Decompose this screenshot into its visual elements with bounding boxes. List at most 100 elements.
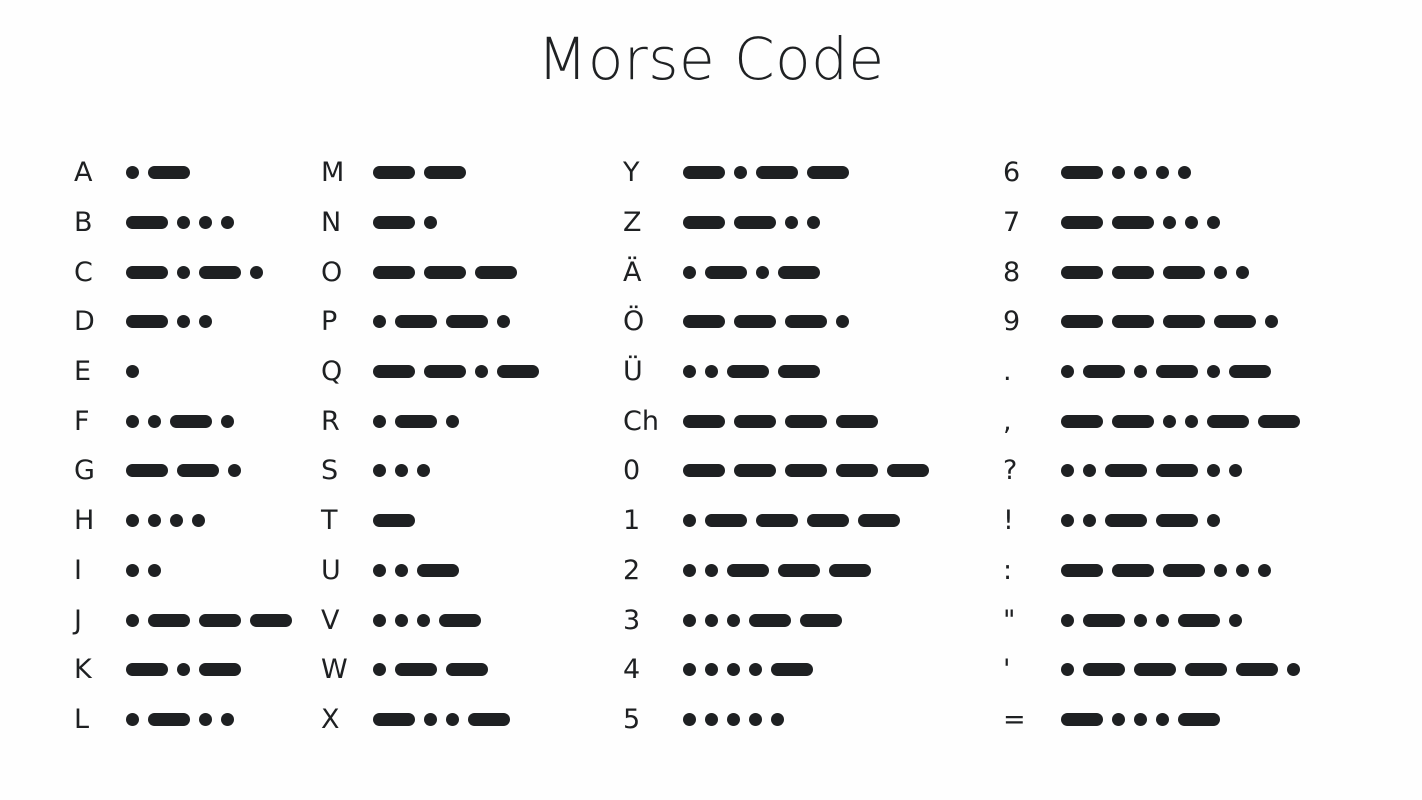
- morse-dot-icon: [1156, 166, 1169, 180]
- morse-row-code: [126, 414, 234, 428]
- morse-dash-icon: [395, 315, 437, 329]
- morse-dot-icon: [1083, 464, 1096, 478]
- morse-dash-icon: [424, 265, 466, 279]
- morse-dash-icon: [1112, 563, 1154, 577]
- morse-dash-icon: [126, 216, 168, 230]
- morse-dot-icon: [1185, 216, 1198, 230]
- morse-dash-icon: [887, 464, 929, 478]
- morse-row-code: [1061, 265, 1249, 279]
- morse-row-code: [1061, 216, 1220, 230]
- morse-row-code: [1061, 166, 1191, 180]
- morse-dash-icon: [1236, 663, 1278, 677]
- morse-row-code: [683, 365, 820, 379]
- morse-row-label: M: [321, 157, 345, 189]
- morse-row-label: G: [74, 455, 95, 487]
- morse-dot-icon: [192, 514, 205, 528]
- morse-row-code: [683, 613, 842, 627]
- morse-dot-icon: [1112, 166, 1125, 180]
- morse-dash-icon: [199, 663, 241, 677]
- morse-row-code: [1061, 712, 1220, 726]
- morse-row-label: W: [321, 654, 348, 686]
- morse-dash-icon: [1105, 514, 1147, 528]
- morse-dot-icon: [424, 216, 437, 230]
- morse-dot-icon: [199, 315, 212, 329]
- morse-row-code: [683, 663, 813, 677]
- morse-dot-icon: [446, 712, 459, 726]
- morse-row: Q: [321, 347, 613, 397]
- morse-dash-icon: [1061, 712, 1103, 726]
- morse-row: 3: [623, 595, 988, 645]
- morse-dash-icon: [199, 613, 241, 627]
- morse-dot-icon: [705, 563, 718, 577]
- morse-row-label: Ü: [623, 356, 643, 388]
- morse-row: F: [74, 396, 308, 446]
- morse-row: H: [74, 496, 308, 546]
- morse-row: ,: [1003, 396, 1368, 446]
- morse-row: N: [321, 198, 613, 248]
- morse-row: 5: [623, 695, 988, 745]
- morse-row-label: Q: [321, 356, 343, 388]
- morse-dot-icon: [785, 216, 798, 230]
- morse-dash-icon: [1083, 613, 1125, 627]
- morse-dash-icon: [778, 563, 820, 577]
- morse-dash-icon: [1061, 414, 1103, 428]
- morse-row-label: J: [74, 604, 82, 636]
- morse-dot-icon: [395, 563, 408, 577]
- morse-row-label: !: [1003, 505, 1014, 537]
- morse-dash-icon: [785, 414, 827, 428]
- morse-row-code: [1061, 365, 1271, 379]
- morse-dash-icon: [1178, 712, 1220, 726]
- morse-row-code: [373, 216, 437, 230]
- morse-row-code: [126, 514, 205, 528]
- morse-dot-icon: [1229, 464, 1242, 478]
- morse-dash-icon: [395, 414, 437, 428]
- morse-row: Ä: [623, 247, 988, 297]
- morse-dash-icon: [177, 464, 219, 478]
- morse-row-code: [1061, 464, 1242, 478]
- morse-dash-icon: [148, 613, 190, 627]
- morse-column-2: Y Z Ä Ö Ü Ch 0 1 2 3 4 5: [613, 148, 988, 744]
- morse-row: .: [1003, 347, 1368, 397]
- morse-row-label: L: [74, 703, 90, 735]
- morse-dash-icon: [734, 216, 776, 230]
- morse-row-label: C: [74, 256, 93, 288]
- morse-dot-icon: [1134, 166, 1147, 180]
- morse-row-label: 7: [1003, 207, 1021, 239]
- morse-dash-icon: [800, 613, 842, 627]
- morse-row-code: [683, 464, 929, 478]
- morse-row: R: [321, 396, 613, 446]
- morse-row-label: S: [321, 455, 339, 487]
- morse-dot-icon: [749, 712, 762, 726]
- morse-dash-icon: [424, 365, 466, 379]
- morse-dot-icon: [683, 514, 696, 528]
- morse-dot-icon: [126, 166, 139, 180]
- morse-row: !: [1003, 496, 1368, 546]
- morse-row-label: Ä: [623, 256, 642, 288]
- morse-dot-icon: [148, 414, 161, 428]
- morse-dash-icon: [1178, 613, 1220, 627]
- morse-dash-icon: [1156, 514, 1198, 528]
- morse-row-code: [373, 464, 430, 478]
- morse-dash-icon: [1061, 216, 1103, 230]
- morse-dash-icon: [1112, 216, 1154, 230]
- morse-row-code: [683, 265, 820, 279]
- morse-dot-icon: [199, 712, 212, 726]
- morse-row: P: [321, 297, 613, 347]
- morse-dash-icon: [1185, 663, 1227, 677]
- page-title: Morse Code: [537, 25, 885, 93]
- morse-dot-icon: [727, 613, 740, 627]
- morse-row: 4: [623, 645, 988, 695]
- morse-dot-icon: [1258, 563, 1271, 577]
- morse-row-label: ?: [1003, 455, 1018, 487]
- morse-dot-icon: [1134, 365, 1147, 379]
- morse-dot-icon: [683, 613, 696, 627]
- morse-dot-icon: [734, 166, 747, 180]
- morse-row-code: [126, 464, 241, 478]
- morse-row-code: [1061, 563, 1271, 577]
- morse-row-code: [126, 613, 292, 627]
- morse-row-label: 3: [623, 604, 641, 636]
- morse-dot-icon: [373, 613, 386, 627]
- morse-row: J: [74, 595, 308, 645]
- morse-dot-icon: [1156, 613, 1169, 627]
- morse-row-code: [126, 166, 190, 180]
